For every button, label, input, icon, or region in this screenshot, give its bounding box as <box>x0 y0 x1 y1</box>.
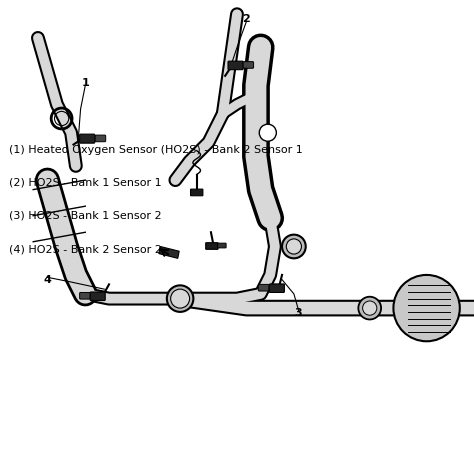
Text: 1: 1 <box>82 78 89 88</box>
Circle shape <box>259 124 276 141</box>
Text: (3) HO2S - Bank 1 Sensor 2: (3) HO2S - Bank 1 Sensor 2 <box>9 211 162 221</box>
FancyBboxPatch shape <box>218 243 226 248</box>
FancyBboxPatch shape <box>206 243 218 249</box>
FancyBboxPatch shape <box>258 284 269 291</box>
FancyBboxPatch shape <box>80 134 95 143</box>
FancyBboxPatch shape <box>228 61 243 70</box>
FancyBboxPatch shape <box>269 284 284 292</box>
Text: (2) HO2S - Bank 1 Sensor 1: (2) HO2S - Bank 1 Sensor 1 <box>9 178 162 188</box>
FancyBboxPatch shape <box>95 135 106 142</box>
Text: 2: 2 <box>243 14 250 24</box>
Text: (1) Heated Oxygen Sensor (HO2S) - Bank 2 Sensor 1: (1) Heated Oxygen Sensor (HO2S) - Bank 2… <box>9 145 303 155</box>
Circle shape <box>286 239 301 254</box>
Circle shape <box>363 301 377 315</box>
Circle shape <box>167 285 193 312</box>
FancyBboxPatch shape <box>80 292 90 299</box>
Text: (4) HO2S - Bank 2 Sensor 2: (4) HO2S - Bank 2 Sensor 2 <box>9 244 163 254</box>
Polygon shape <box>159 246 179 258</box>
Circle shape <box>171 289 190 308</box>
FancyBboxPatch shape <box>243 62 254 68</box>
FancyBboxPatch shape <box>191 189 203 196</box>
FancyBboxPatch shape <box>90 292 105 301</box>
Ellipse shape <box>393 275 460 341</box>
FancyArrowPatch shape <box>161 249 168 256</box>
Circle shape <box>358 297 381 319</box>
Text: 4: 4 <box>44 274 51 285</box>
Circle shape <box>282 235 306 258</box>
Text: 3: 3 <box>295 308 302 318</box>
